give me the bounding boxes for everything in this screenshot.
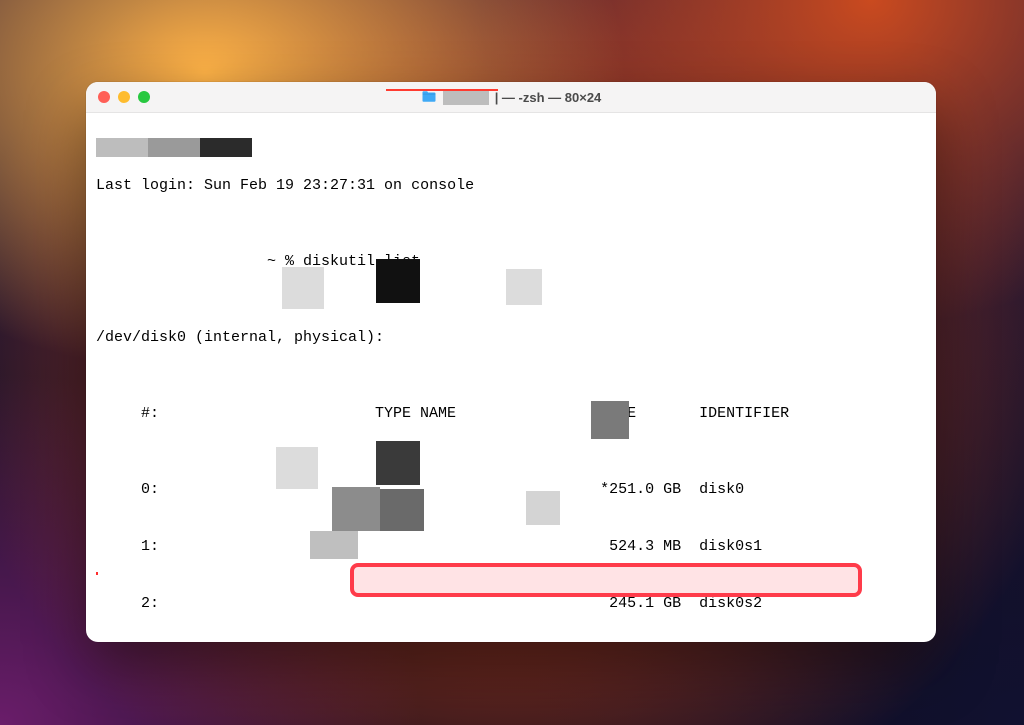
- minimize-button[interactable]: [118, 91, 130, 103]
- redacted-block: [200, 138, 252, 157]
- close-button[interactable]: [98, 91, 110, 103]
- redacted-block: [96, 575, 296, 595]
- col-id: IDENTIFIER: [699, 404, 789, 423]
- login-rest: Sun Feb 19 23:27:31 on console: [204, 177, 474, 194]
- disk0-cols: #: TYPE NAME SIZE IDENTIFIER: [96, 404, 926, 423]
- title-redacted: [443, 89, 489, 105]
- redacted-block: [506, 269, 542, 305]
- redacted-block: [148, 138, 200, 157]
- redacted-block: [282, 267, 324, 309]
- redacted-block: [376, 441, 420, 485]
- login-prefix: Last login:: [96, 177, 204, 194]
- prompt-tail: ~ %: [258, 253, 303, 270]
- prompt-cursor-red: [96, 572, 98, 588]
- title-text: | — -zsh — 80×24: [495, 90, 602, 105]
- redacted-block: [96, 138, 148, 157]
- window-title: | — -zsh — 80×24: [86, 89, 936, 105]
- prompt-line-1: ~ % diskutil list: [96, 252, 926, 271]
- cmd-diskutil-list: diskutil list: [303, 253, 420, 270]
- titlebar[interactable]: | — -zsh — 80×24: [86, 82, 936, 113]
- col-hash: #:: [96, 404, 159, 423]
- col-size: SIZE: [600, 404, 636, 423]
- login-line: Last login: Sun Feb 19 23:27:31 on conso…: [96, 176, 926, 195]
- table-row: 1:524.3 MBdisk0s1: [96, 537, 926, 556]
- disk0-header: /dev/disk0 (internal, physical):: [96, 328, 926, 347]
- zoom-button[interactable]: [138, 91, 150, 103]
- terminal-window: | — -zsh — 80×24 Last login: Sun Feb 19 …: [86, 82, 936, 642]
- folder-icon: [421, 89, 437, 105]
- title-underline: [386, 89, 498, 91]
- desktop-wallpaper: | — -zsh — 80×24 Last login: Sun Feb 19 …: [0, 0, 1024, 725]
- traffic-lights: [86, 91, 150, 103]
- terminal-output[interactable]: Last login: Sun Feb 19 23:27:31 on conso…: [86, 113, 936, 642]
- command-highlight: [350, 563, 862, 597]
- col-type: TYPE NAME: [375, 404, 456, 423]
- table-row: 0:*251.0 GBdisk0: [96, 480, 926, 499]
